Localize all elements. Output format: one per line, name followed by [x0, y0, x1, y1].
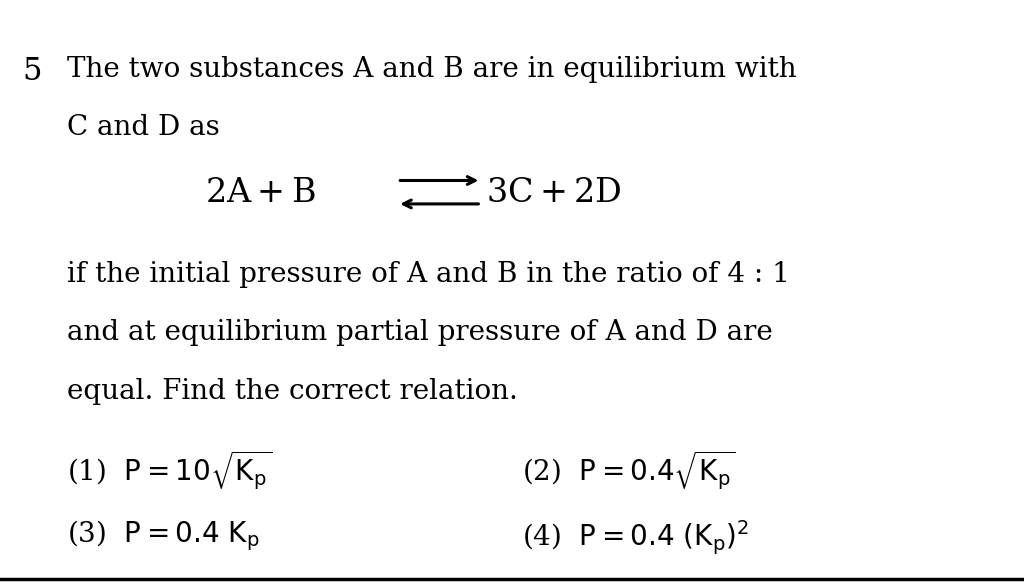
Text: (1)  $\mathrm{P = 10\sqrt{K_p}}$: (1) $\mathrm{P = 10\sqrt{K_p}}$ — [67, 448, 271, 492]
Text: C and D as: C and D as — [67, 114, 219, 141]
Text: if the initial pressure of A and B in the ratio of 4 : 1: if the initial pressure of A and B in th… — [67, 261, 790, 288]
Text: and at equilibrium partial pressure of A and D are: and at equilibrium partial pressure of A… — [67, 319, 772, 346]
Text: 5: 5 — [23, 56, 42, 87]
Text: $\mathregular{3C + 2D}$: $\mathregular{3C + 2D}$ — [486, 178, 623, 209]
Text: (4)  $\mathrm{P = 0.4\ (K_p)^2}$: (4) $\mathrm{P = 0.4\ (K_p)^2}$ — [522, 519, 749, 557]
Text: The two substances A and B are in equilibrium with: The two substances A and B are in equili… — [67, 56, 797, 83]
Text: equal. Find the correct relation.: equal. Find the correct relation. — [67, 378, 517, 405]
Text: $\mathregular{2A + B}$: $\mathregular{2A + B}$ — [205, 178, 315, 209]
Text: (3)  $\mathrm{P = 0.4\ K_p}$: (3) $\mathrm{P = 0.4\ K_p}$ — [67, 519, 259, 553]
Text: (2)  $\mathrm{P = 0.4\sqrt{K_p}}$: (2) $\mathrm{P = 0.4\sqrt{K_p}}$ — [522, 448, 736, 492]
